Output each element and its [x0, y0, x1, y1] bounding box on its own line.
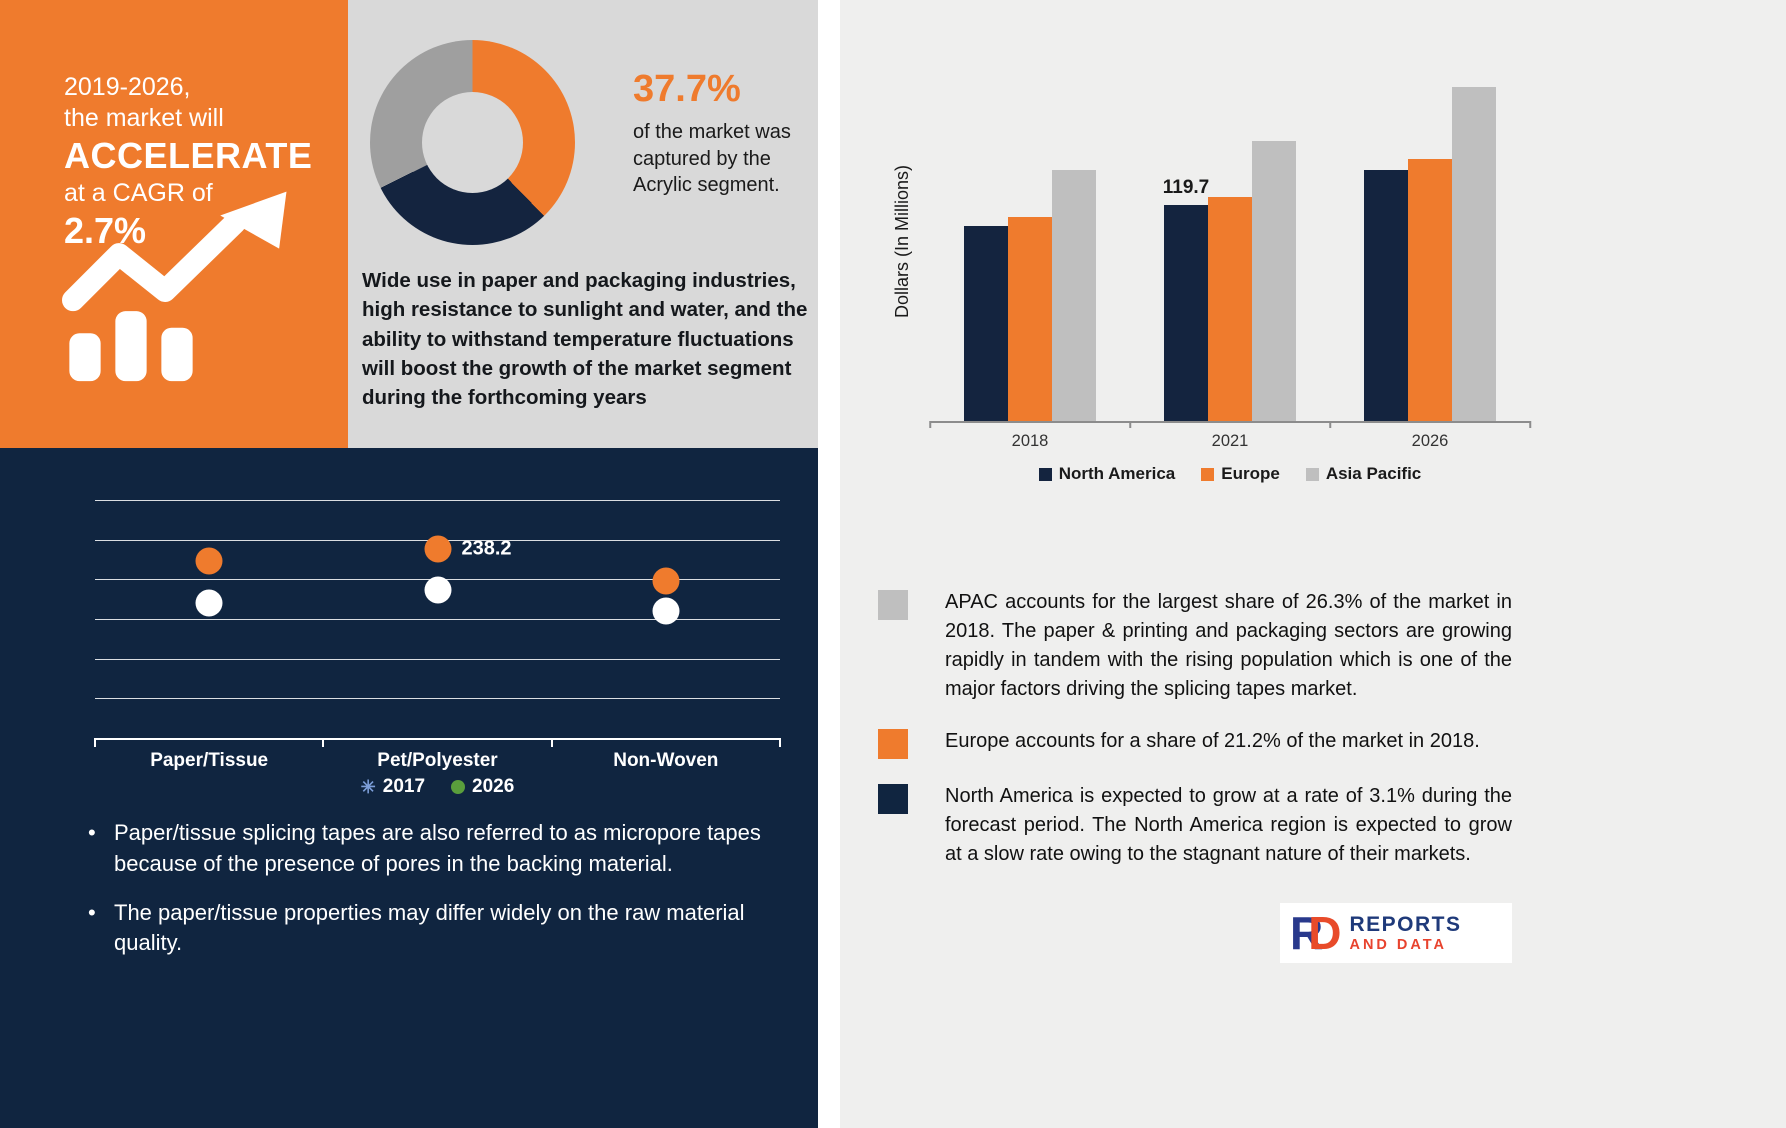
- legend-label: North America: [1058, 464, 1176, 483]
- dot-2026-non-woven: [652, 597, 680, 625]
- bullet-item: Paper/tissue splicing tapes are also ref…: [88, 818, 793, 880]
- dot-plot-axis-tick: [322, 738, 325, 747]
- bar-asia-pacific-2018: [1052, 170, 1096, 421]
- cagr-line2: the market will: [64, 103, 224, 132]
- dot-plot-axis-tick: [94, 738, 96, 747]
- bar-category-label: 2026: [1411, 432, 1449, 450]
- acrylic-body-text: Wide use in paper and packaging industri…: [362, 269, 808, 410]
- dot-plot-gridline: [95, 619, 780, 620]
- bar-north-america-2026: [1364, 170, 1408, 421]
- dot-2026-paper-tissue: [195, 589, 223, 617]
- legend-item: Europe: [1201, 464, 1280, 484]
- legend-label: 2017: [382, 776, 426, 797]
- bar-axis-tick: [929, 421, 931, 428]
- bar-axis-tick: [1129, 421, 1131, 428]
- dot-data-label: 238.2: [461, 537, 512, 560]
- bar-group-2021: 119.7: [1130, 60, 1330, 421]
- legend-item: Asia Pacific: [1305, 464, 1422, 484]
- bar-group-2018: [930, 60, 1130, 421]
- bar-data-label: 119.7: [1162, 176, 1210, 198]
- bar-europe-2018: [1008, 217, 1052, 421]
- materials-panel: 238.2 Paper/Tissue Pet/Polyester Non-Woven…: [0, 448, 818, 1128]
- dot-category-label: Paper/Tissue: [150, 750, 269, 771]
- note-north-america: North America is expected to grow at a r…: [878, 782, 1512, 869]
- dot-2017-paper-tissue: [195, 547, 223, 575]
- materials-bullets: Paper/tissue splicing tapes are also ref…: [88, 818, 793, 977]
- note-europe: Europe accounts for a share of 21.2% of …: [878, 727, 1512, 759]
- logo-letter-d: D: [1308, 907, 1342, 959]
- bar-asia-pacific-2026: [1452, 87, 1496, 421]
- bar-axis-tick: [1529, 421, 1531, 428]
- bar-europe-2026: [1408, 159, 1452, 421]
- dot-plot-axis-tick: [550, 738, 553, 747]
- dot-plot-gridline: [95, 500, 780, 501]
- dot-plot-legend: ✳ 2017 2026: [95, 776, 780, 798]
- dot-category-label: Pet/Polyester: [377, 750, 498, 771]
- regional-panel: Dollars (In Millions) 119.7 2018 2021 2026…: [840, 0, 1786, 1128]
- bar-chart-categories: 2018 2021 2026: [930, 432, 1530, 451]
- circle-marker-icon: [451, 780, 466, 794]
- growth-arrow-icon: [62, 191, 287, 382]
- accelerate-text: ACCELERATE: [64, 135, 313, 176]
- bullet-item: The paper/tissue properties may differ w…: [88, 898, 793, 960]
- bar-asia-pacific-2021: [1252, 141, 1296, 421]
- cagr-line4: at a CAGR of: [64, 179, 213, 207]
- dot-category-label: Non-Woven: [613, 750, 719, 771]
- acrylic-stat-block: 37.7% of the market was captured by the …: [633, 68, 801, 199]
- note-text-europe: Europe accounts for a share of 21.2% of …: [945, 730, 1480, 752]
- legend-swatch: [1201, 467, 1215, 481]
- dot-plot-gridline: [95, 698, 780, 700]
- legend-item: 2026: [451, 776, 514, 798]
- legend-label: Asia Pacific: [1325, 464, 1422, 483]
- logo-letter-r: R: [1290, 907, 1324, 959]
- note-text-apac: APAC accounts for the largest share of 2…: [945, 591, 1512, 700]
- dot-2026-pet-polyester: [424, 576, 451, 604]
- note-swatch: [878, 784, 908, 814]
- bar-north-america-2018: [964, 226, 1008, 421]
- note-text-north-america: North America is expected to grow at a r…: [945, 785, 1512, 865]
- cagr-text-block: 2019-2026, the market will ACCELERATE at…: [64, 72, 312, 252]
- logo-brand-bottom: AND DATA: [1349, 936, 1448, 953]
- acrylic-share-caption: of the market was captured by the Acryli…: [633, 121, 791, 197]
- dot-plot-axis-tick: [779, 738, 781, 747]
- legend-label: Europe: [1221, 464, 1280, 483]
- legend-item: North America: [1038, 464, 1176, 484]
- legend-swatch: [1305, 467, 1319, 481]
- cagr-value: 2.7%: [64, 209, 147, 251]
- logo-text: REPORTS AND DATA: [1349, 913, 1461, 954]
- bar-chart-legend: North America Europe Asia Pacific: [930, 464, 1530, 484]
- region-notes: APAC accounts for the largest share of 2…: [878, 588, 1512, 892]
- acrylic-panel: 37.7% of the market was captured by the …: [348, 0, 818, 448]
- reports-and-data-logo: R D REPORTS AND DATA: [1280, 903, 1512, 963]
- legend-swatch: [1038, 467, 1052, 481]
- acrylic-donut-chart: [370, 40, 575, 245]
- note-apac: APAC accounts for the largest share of 2…: [878, 588, 1512, 704]
- legend-item: ✳ 2017: [361, 776, 425, 798]
- note-swatch: [878, 729, 908, 759]
- legend-label: 2026: [472, 776, 515, 797]
- logo-mark-icon: R D: [1290, 910, 1341, 956]
- bar-category-label: 2021: [1211, 432, 1249, 450]
- dot-plot-categories: Paper/Tissue Pet/Polyester Non-Woven: [95, 750, 780, 772]
- acrylic-share-value: 37.7%: [633, 68, 741, 110]
- asterisk-marker-icon: ✳: [360, 777, 376, 797]
- bar-axis-tick: [1329, 421, 1331, 428]
- bar-category-label: 2018: [1011, 432, 1049, 450]
- dot-2017-non-woven: [652, 567, 680, 595]
- dot-plot-area: 238.2: [94, 500, 781, 747]
- dot-plot-gridline: [95, 658, 780, 660]
- cagr-panel: 2019-2026, the market will ACCELERATE at…: [0, 0, 348, 448]
- dot-2017-pet-polyester: [424, 535, 451, 563]
- bar-plot-area: 119.7: [929, 60, 1531, 428]
- note-swatch: [878, 590, 908, 620]
- bar-chart-y-axis-label: Dollars (In Millions): [892, 164, 912, 319]
- bar-europe-2021: [1208, 197, 1252, 421]
- bar-north-america-2021: 119.7: [1163, 177, 1209, 421]
- bar-group-2026: [1330, 60, 1530, 421]
- cagr-period: 2019-2026,: [64, 73, 191, 101]
- logo-brand-top: REPORTS: [1349, 912, 1462, 936]
